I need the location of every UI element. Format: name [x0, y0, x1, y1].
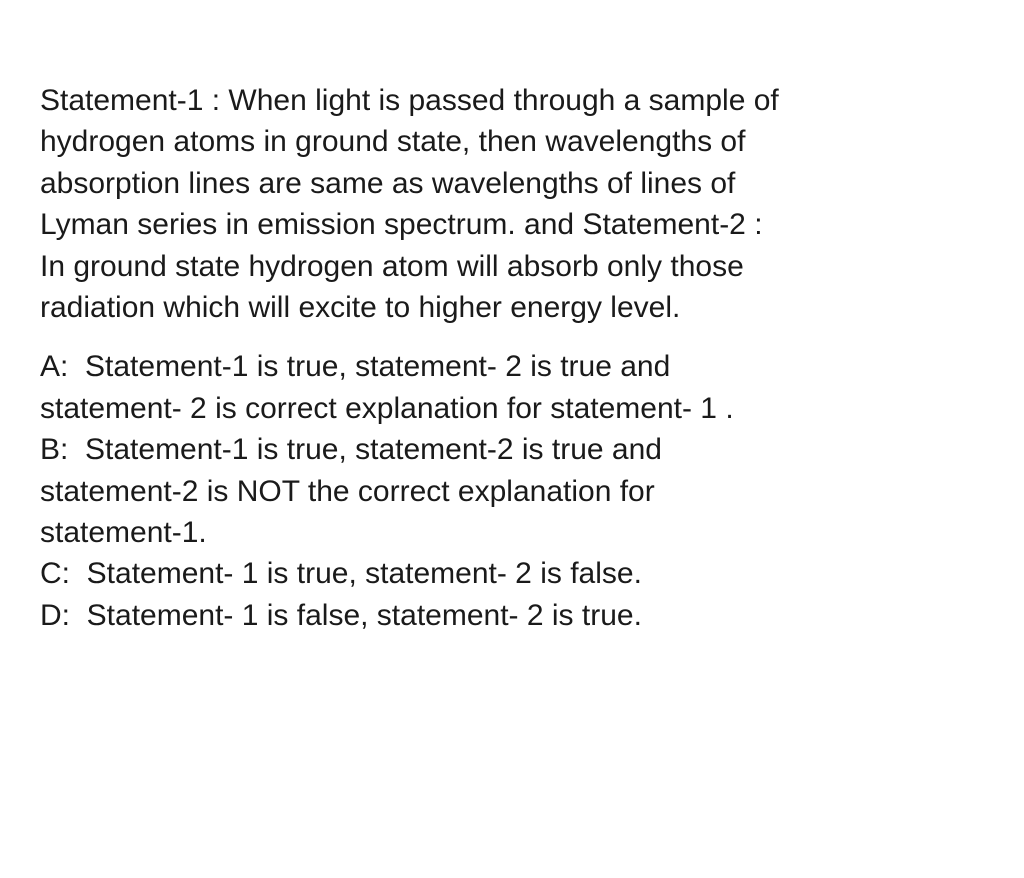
option-d: D: Statement- 1 is false, statement- 2 i…	[40, 595, 780, 636]
question-container: Statement-1 : When light is passed throu…	[40, 80, 780, 636]
options-list: A: Statement-1 is true, statement- 2 is …	[40, 346, 780, 636]
statements-text: Statement-1 : When light is passed throu…	[40, 80, 780, 328]
option-b: B: Statement-1 is true, statement-2 is t…	[40, 429, 780, 553]
option-a: A: Statement-1 is true, statement- 2 is …	[40, 346, 780, 429]
option-c: C: Statement- 1 is true, statement- 2 is…	[40, 553, 780, 594]
